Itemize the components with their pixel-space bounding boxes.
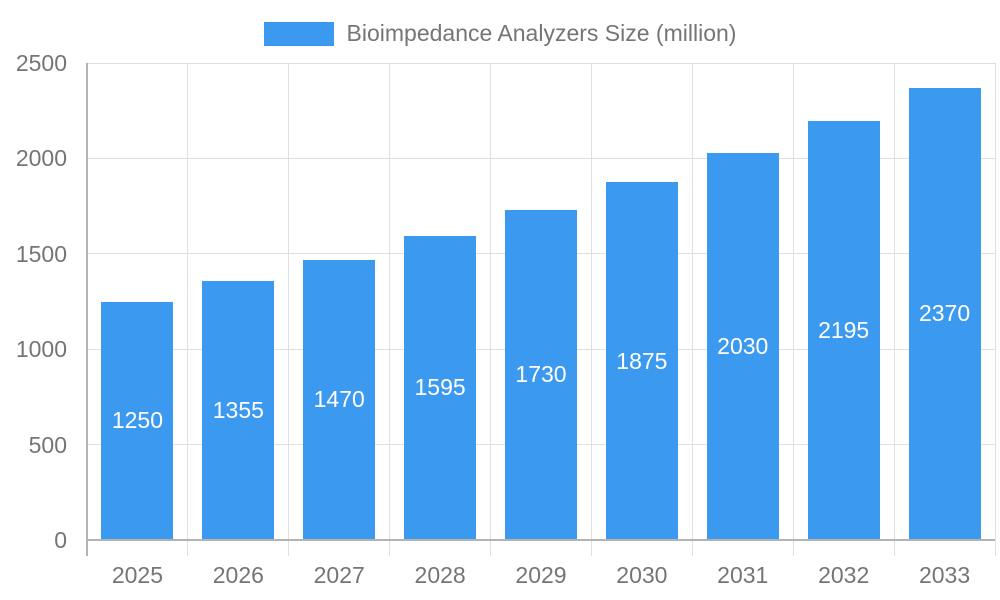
- bar-value-label-2032: 2195: [818, 317, 870, 344]
- x-axis-line: [87, 539, 995, 541]
- y-axis-tick-label-1500: 1500: [15, 240, 67, 267]
- bar-2025[interactable]: 1250: [101, 301, 174, 540]
- bar-value-label-2030: 1875: [616, 347, 668, 374]
- bar-value-label-2026: 1355: [212, 397, 264, 424]
- bar-2030[interactable]: 1875: [605, 182, 678, 540]
- x-axis-tick-label-2027: 2027: [313, 562, 365, 588]
- v-gridline-2: [288, 63, 290, 556]
- bar-2029[interactable]: 1730: [505, 209, 577, 540]
- v-gridline-4: [490, 63, 492, 556]
- v-gridline-8: [893, 63, 895, 556]
- legend-swatch-icon: [263, 21, 334, 46]
- x-axis-tick-label-2025: 2025: [111, 562, 164, 588]
- v-gridline-3: [389, 63, 391, 556]
- bar-value-label-2025: 1250: [111, 407, 164, 434]
- v-gridline-1: [187, 63, 189, 556]
- x-axis-tick-label-2028: 2028: [414, 562, 466, 588]
- y-axis-tick-label-2000: 2000: [15, 145, 67, 172]
- y-axis-tick-label-0: 0: [54, 527, 67, 553]
- bar-2031[interactable]: 2030: [706, 152, 779, 540]
- legend-label: Bioimpedance Analyzers Size (million): [346, 20, 737, 46]
- bar-value-label-2027: 1470: [313, 386, 365, 413]
- v-gridline-9: [994, 63, 996, 556]
- bar-2033[interactable]: 2370: [908, 87, 981, 540]
- legend[interactable]: Bioimpedance Analyzers Size (million): [0, 20, 1000, 47]
- bar-2027[interactable]: 1470: [303, 259, 376, 540]
- x-axis-tick-label-2026: 2026: [212, 562, 264, 588]
- x-axis-tick-label-2032: 2032: [818, 562, 870, 588]
- y-axis-line: [86, 63, 88, 556]
- bar-2032[interactable]: 2195: [807, 121, 880, 540]
- bar-2028[interactable]: 1595: [404, 235, 477, 540]
- v-gridline-7: [792, 63, 794, 556]
- bar-value-label-2028: 1595: [414, 374, 466, 401]
- y-axis-tick-label-500: 500: [28, 431, 67, 458]
- bar-2026[interactable]: 1355: [202, 281, 275, 540]
- x-axis-tick-label-2030: 2030: [616, 562, 668, 588]
- v-gridline-6: [691, 63, 693, 556]
- v-gridline-5: [590, 63, 592, 556]
- bar-value-label-2033: 2370: [918, 300, 971, 327]
- x-axis-tick-label-2031: 2031: [717, 562, 769, 588]
- x-axis-tick-label-2029: 2029: [515, 562, 567, 588]
- bar-value-label-2029: 1730: [515, 361, 567, 388]
- y-axis-tick-label-2500: 2500: [15, 50, 67, 76]
- h-gridline-2000: [87, 157, 995, 159]
- y-axis-tick-label-1000: 1000: [15, 336, 67, 363]
- x-axis-tick-label-2033: 2033: [918, 562, 971, 588]
- h-gridline-2500: [87, 63, 995, 64]
- bar-value-label-2031: 2030: [717, 332, 769, 359]
- plot-area: 1250 1355 1470 1595 1730 1875 2030 2195 2370: [86, 63, 996, 556]
